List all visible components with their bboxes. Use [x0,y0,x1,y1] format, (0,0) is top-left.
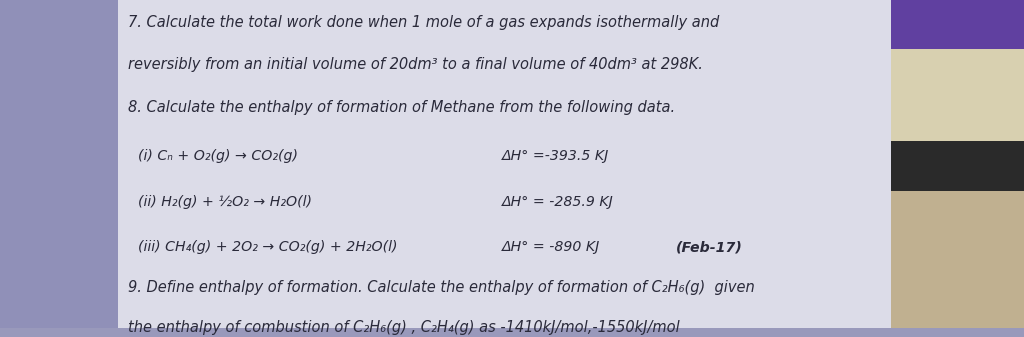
FancyBboxPatch shape [891,0,1024,148]
Text: (iii) CH₄(g) + 2O₂ → CO₂(g) + 2H₂O(l): (iii) CH₄(g) + 2O₂ → CO₂(g) + 2H₂O(l) [138,241,397,254]
Text: (i) Cₙ + O₂(g) → CO₂(g): (i) Cₙ + O₂(g) → CO₂(g) [138,150,298,163]
FancyBboxPatch shape [891,0,1024,49]
Text: reversibly from an initial volume of 20dm³ to a final volume of 40dm³ at 298K.: reversibly from an initial volume of 20d… [128,58,702,72]
Text: (ii) H₂(g) + ½O₂ → H₂O(l): (ii) H₂(g) + ½O₂ → H₂O(l) [138,195,312,210]
Text: (Feb-17): (Feb-17) [676,241,742,254]
Text: ΔH° = -285.9 KJ: ΔH° = -285.9 KJ [502,195,613,210]
Text: ΔH° = -890 KJ: ΔH° = -890 KJ [502,241,600,254]
FancyBboxPatch shape [0,0,118,329]
FancyBboxPatch shape [891,0,1024,329]
Text: 8. Calculate the enthalpy of formation of Methane from the following data.: 8. Calculate the enthalpy of formation o… [128,100,675,115]
FancyBboxPatch shape [118,0,891,329]
Text: 9. Define enthalpy of formation. Calculate the enthalpy of formation of C₂H₆(g) : 9. Define enthalpy of formation. Calcula… [128,280,755,295]
Text: 7. Calculate the total work done when 1 mole of a gas expands isothermally and: 7. Calculate the total work done when 1 … [128,15,719,30]
FancyBboxPatch shape [891,141,1024,190]
Text: ΔH° =-393.5 KJ: ΔH° =-393.5 KJ [502,150,609,163]
Text: the enthalpy of combustion of C₂H₆(g) , C₂H₄(g) as -1410kJ/mol,-1550kJ/mol: the enthalpy of combustion of C₂H₆(g) , … [128,320,680,335]
